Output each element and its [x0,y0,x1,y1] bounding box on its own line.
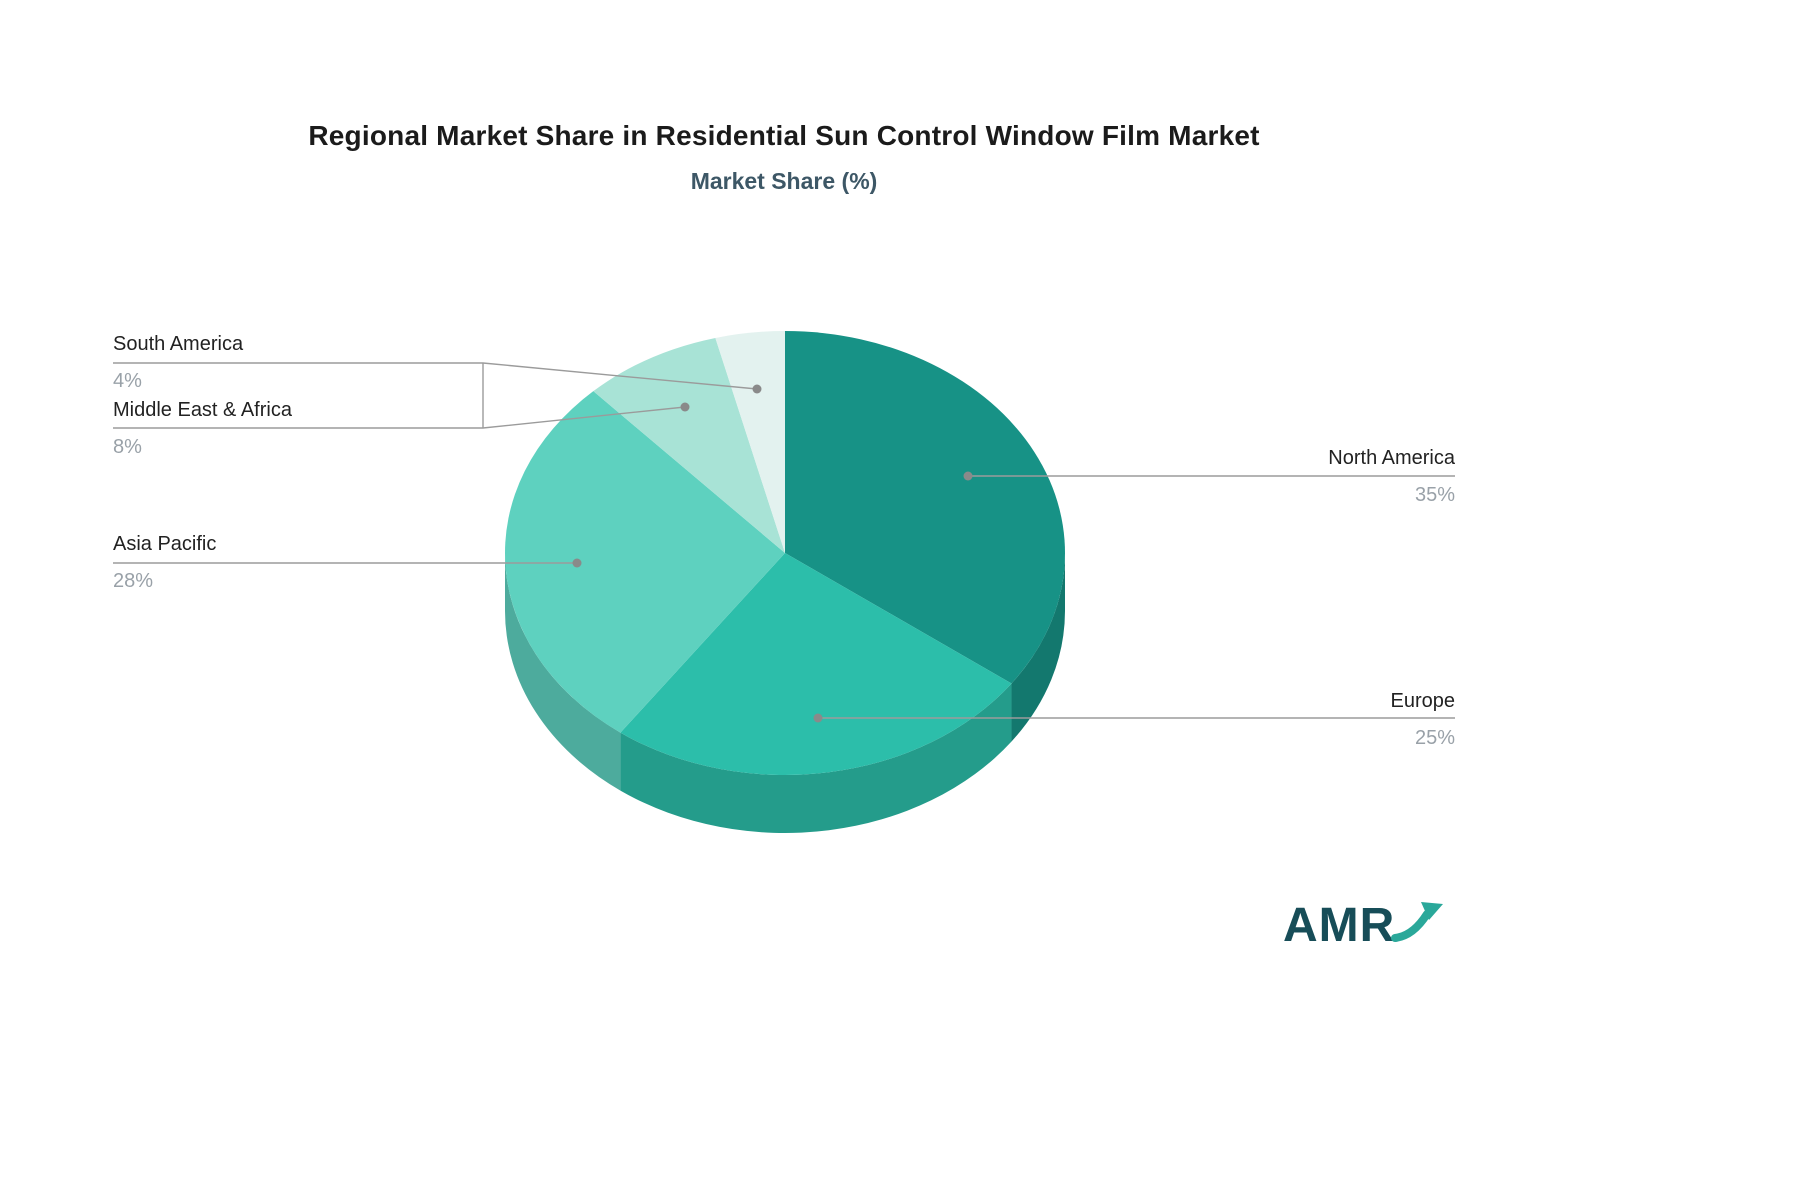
slice-value-asia-pacific: 28% [113,570,154,592]
leader-dot [963,471,973,481]
amr-logo: AMR [1283,898,1444,954]
amr-logo-text: AMR [1283,899,1396,952]
leader-dot [813,713,823,723]
slice-value-middle-east-africa: 8% [113,436,142,458]
pie-slice [620,553,1012,775]
slice-label-europe: Europe [1390,690,1456,712]
leader-dot [572,558,582,568]
slice-value-north-america: 35% [1414,484,1455,506]
leader-line [113,362,758,390]
slice-label-north-america: North America [1328,447,1455,469]
slice-label-middle-east-africa: Middle East & Africa [113,399,292,421]
pie-slice [785,331,1065,684]
leader-dot [680,402,690,412]
pie-slice [504,391,785,733]
amr-logo-arrow-icon [1391,902,1444,942]
pie-slice-wall [620,683,1012,833]
slice-value-south-america: 4% [113,370,142,392]
leader-line [113,406,686,429]
leader-dot [752,384,762,394]
pie-slice-wall [1011,553,1065,742]
slice-value-europe: 25% [1414,727,1455,749]
pie-slice-wall [505,553,621,791]
pie-slice [593,337,785,553]
chart-title: Regional Market Share in Residential Sun… [308,120,1260,151]
slice-label-asia-pacific: Asia Pacific [113,533,217,555]
chart-subtitle: Market Share (%) [690,168,878,194]
slice-label-south-america: South America [113,333,244,355]
